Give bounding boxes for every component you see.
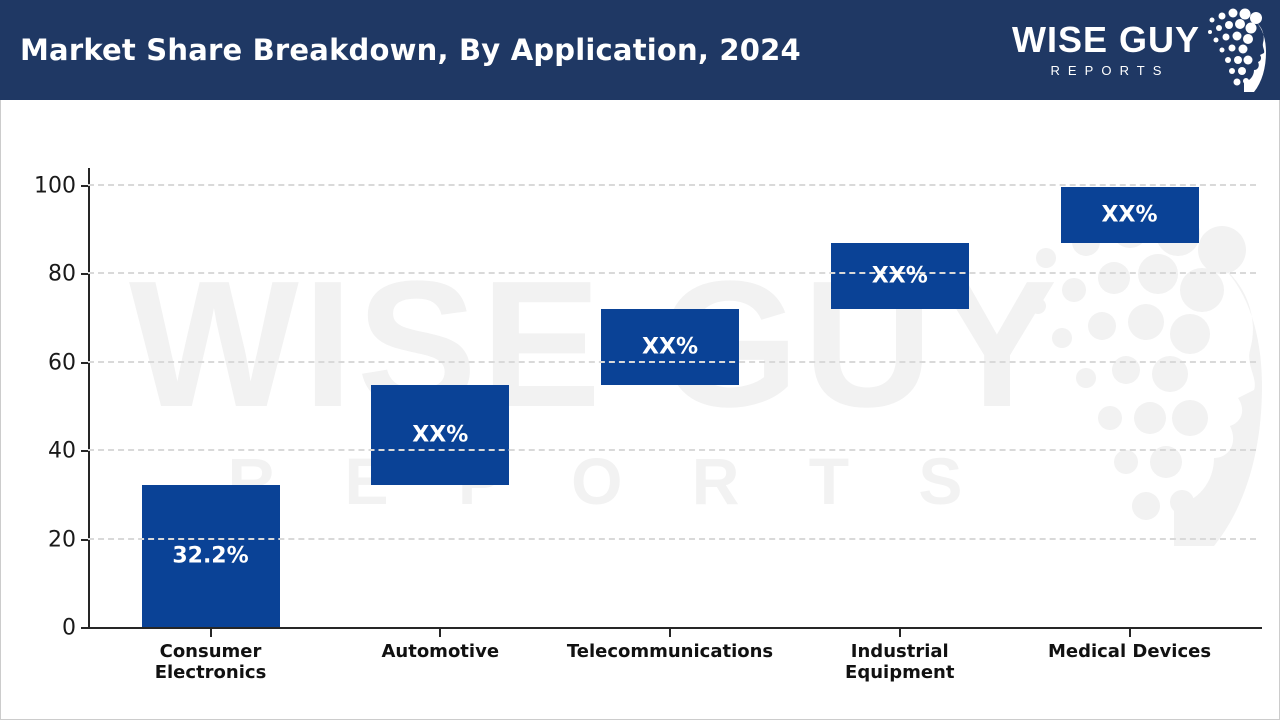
gridline [88, 272, 1256, 275]
y-tick [81, 185, 88, 187]
bar-label: XX% [1101, 202, 1158, 228]
gridline [88, 449, 1256, 452]
x-tick-label: Medical Devices [1047, 641, 1212, 662]
x-tick [439, 629, 442, 637]
gridline [88, 537, 1256, 540]
x-tick [1128, 629, 1131, 637]
bar-label: XX% [642, 334, 698, 360]
y-tick-label: 100 [34, 173, 76, 199]
bar-label: XX% [871, 263, 928, 289]
y-tick-label: 80 [48, 261, 76, 287]
x-tick-label: Consumer Electronics [154, 641, 267, 683]
y-tick-label: 20 [48, 527, 76, 553]
watermark-wordmark: WISE GUY [128, 244, 1062, 445]
watermark: WISE GUY REPORTS [0, 255, 1190, 519]
bar [830, 242, 969, 310]
bar [371, 384, 510, 485]
page-title: Market Share Breakdown, By Application, … [20, 33, 801, 67]
wise-guy-reports-logo: WISE GUY REPORTS [1012, 8, 1280, 92]
bar [141, 484, 280, 627]
y-tick [81, 361, 88, 364]
bar [601, 309, 739, 385]
y-tick-label: 40 [48, 438, 76, 464]
bar-label: 32.2% [172, 543, 249, 569]
y-tick [81, 273, 88, 276]
x-tick [209, 629, 212, 637]
y-tick [81, 627, 88, 629]
gridline [88, 360, 1256, 363]
y-axis [88, 168, 90, 629]
gridline [88, 184, 1256, 186]
watermark-face-icon [1030, 212, 1262, 546]
x-tick [669, 629, 671, 637]
y-tick [81, 450, 88, 453]
x-tick-label: Telecommunications [566, 641, 774, 662]
y-tick-label: 0 [62, 615, 76, 641]
x-tick-label: Industrial Equipment [845, 641, 955, 683]
logo-text: WISE GUY REPORTS [1011, 19, 1200, 79]
y-tick [81, 538, 88, 541]
header-bar: Market Share Breakdown, By Application, … [0, 0, 1280, 100]
dotted-face-profile-icon [1208, 8, 1266, 92]
y-tick-label: 60 [48, 350, 76, 376]
x-axis [82, 627, 1262, 629]
logo-subtitle: REPORTS [1050, 63, 1170, 78]
bar-label: XX% [412, 422, 469, 448]
logo-wordmark: WISE GUY [1011, 19, 1200, 60]
x-tick-label: Automotive [381, 641, 500, 662]
x-tick [898, 629, 901, 637]
